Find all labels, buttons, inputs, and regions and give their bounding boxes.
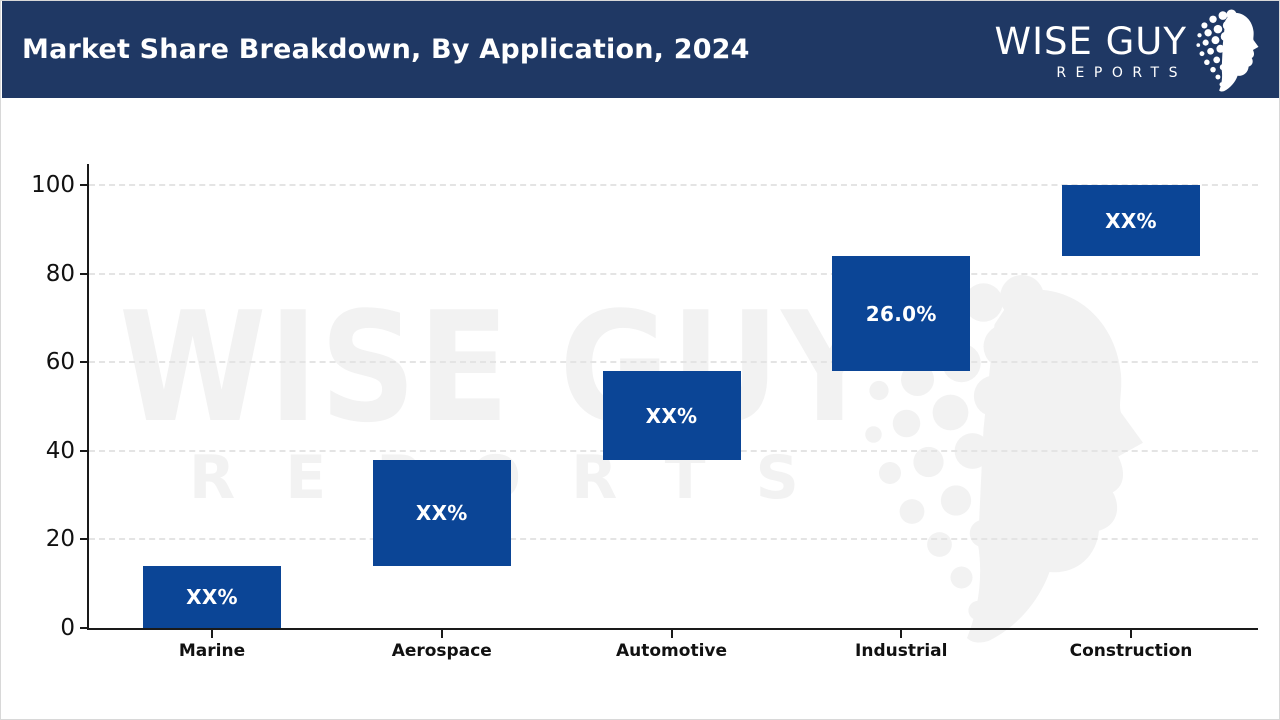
x-tick-mark-aerospace — [440, 630, 443, 638]
bar-value-label-construction: XX% — [1105, 208, 1157, 233]
x-tick-label-industrial: Industrial — [855, 641, 948, 661]
wise-guy-logo: WISE GUY REPORTS — [995, 7, 1269, 93]
y-tick-label-20: 20 — [45, 526, 75, 553]
logo-primary-text: WISE GUY — [994, 20, 1187, 63]
logo-head-icon — [1196, 8, 1259, 92]
y-tick-mark-0 — [80, 627, 89, 629]
gridline-20 — [89, 538, 1258, 541]
logo-text: WISE GUY REPORTS — [995, 23, 1187, 80]
x-tick-label-marine: Marine — [178, 641, 246, 661]
bar-construction: XX% — [1062, 185, 1200, 257]
y-tick-mark-100 — [80, 184, 89, 187]
bar-value-label-industrial: 26.0% — [865, 301, 937, 326]
y-tick-mark-20 — [80, 538, 89, 541]
y-tick-label-0: 0 — [60, 615, 75, 641]
y-axis-line — [87, 164, 89, 630]
bar-value-label-automotive: XX% — [645, 403, 698, 428]
bar-marine: XX% — [143, 566, 281, 628]
x-tick-label-aerospace: Aerospace — [391, 641, 492, 661]
y-tick-label-80: 80 — [45, 260, 75, 287]
bar-aerospace: XX% — [372, 459, 511, 567]
bar-automotive: XX% — [602, 371, 741, 460]
y-tick-label-40: 40 — [45, 437, 75, 464]
logo-secondary-text: REPORTS — [1056, 65, 1187, 81]
bar-value-label-aerospace: XX% — [415, 500, 468, 525]
x-axis-line — [87, 628, 1258, 630]
y-tick-mark-80 — [80, 272, 89, 275]
y-tick-label-100: 100 — [31, 172, 75, 199]
gridline-100 — [89, 184, 1258, 187]
page-title: Market Share Breakdown, By Application, … — [22, 34, 750, 65]
x-tick-mark-construction — [1130, 630, 1132, 638]
x-tick-mark-automotive — [670, 630, 673, 638]
bar-industrial: 26.0% — [832, 256, 971, 372]
x-tick-label-construction: Construction — [1069, 641, 1193, 661]
gridline-60 — [89, 361, 1258, 364]
x-tick-mark-marine — [211, 630, 213, 638]
y-tick-label-60: 60 — [45, 349, 75, 376]
x-tick-label-automotive: Automotive — [615, 641, 728, 661]
header-bar: Market Share Breakdown, By Application, … — [2, 1, 1279, 98]
x-tick-mark-industrial — [900, 630, 903, 638]
y-tick-mark-40 — [80, 449, 89, 452]
gridline-80 — [89, 272, 1258, 275]
y-tick-mark-60 — [80, 361, 89, 364]
bar-value-label-marine: XX% — [186, 585, 238, 609]
